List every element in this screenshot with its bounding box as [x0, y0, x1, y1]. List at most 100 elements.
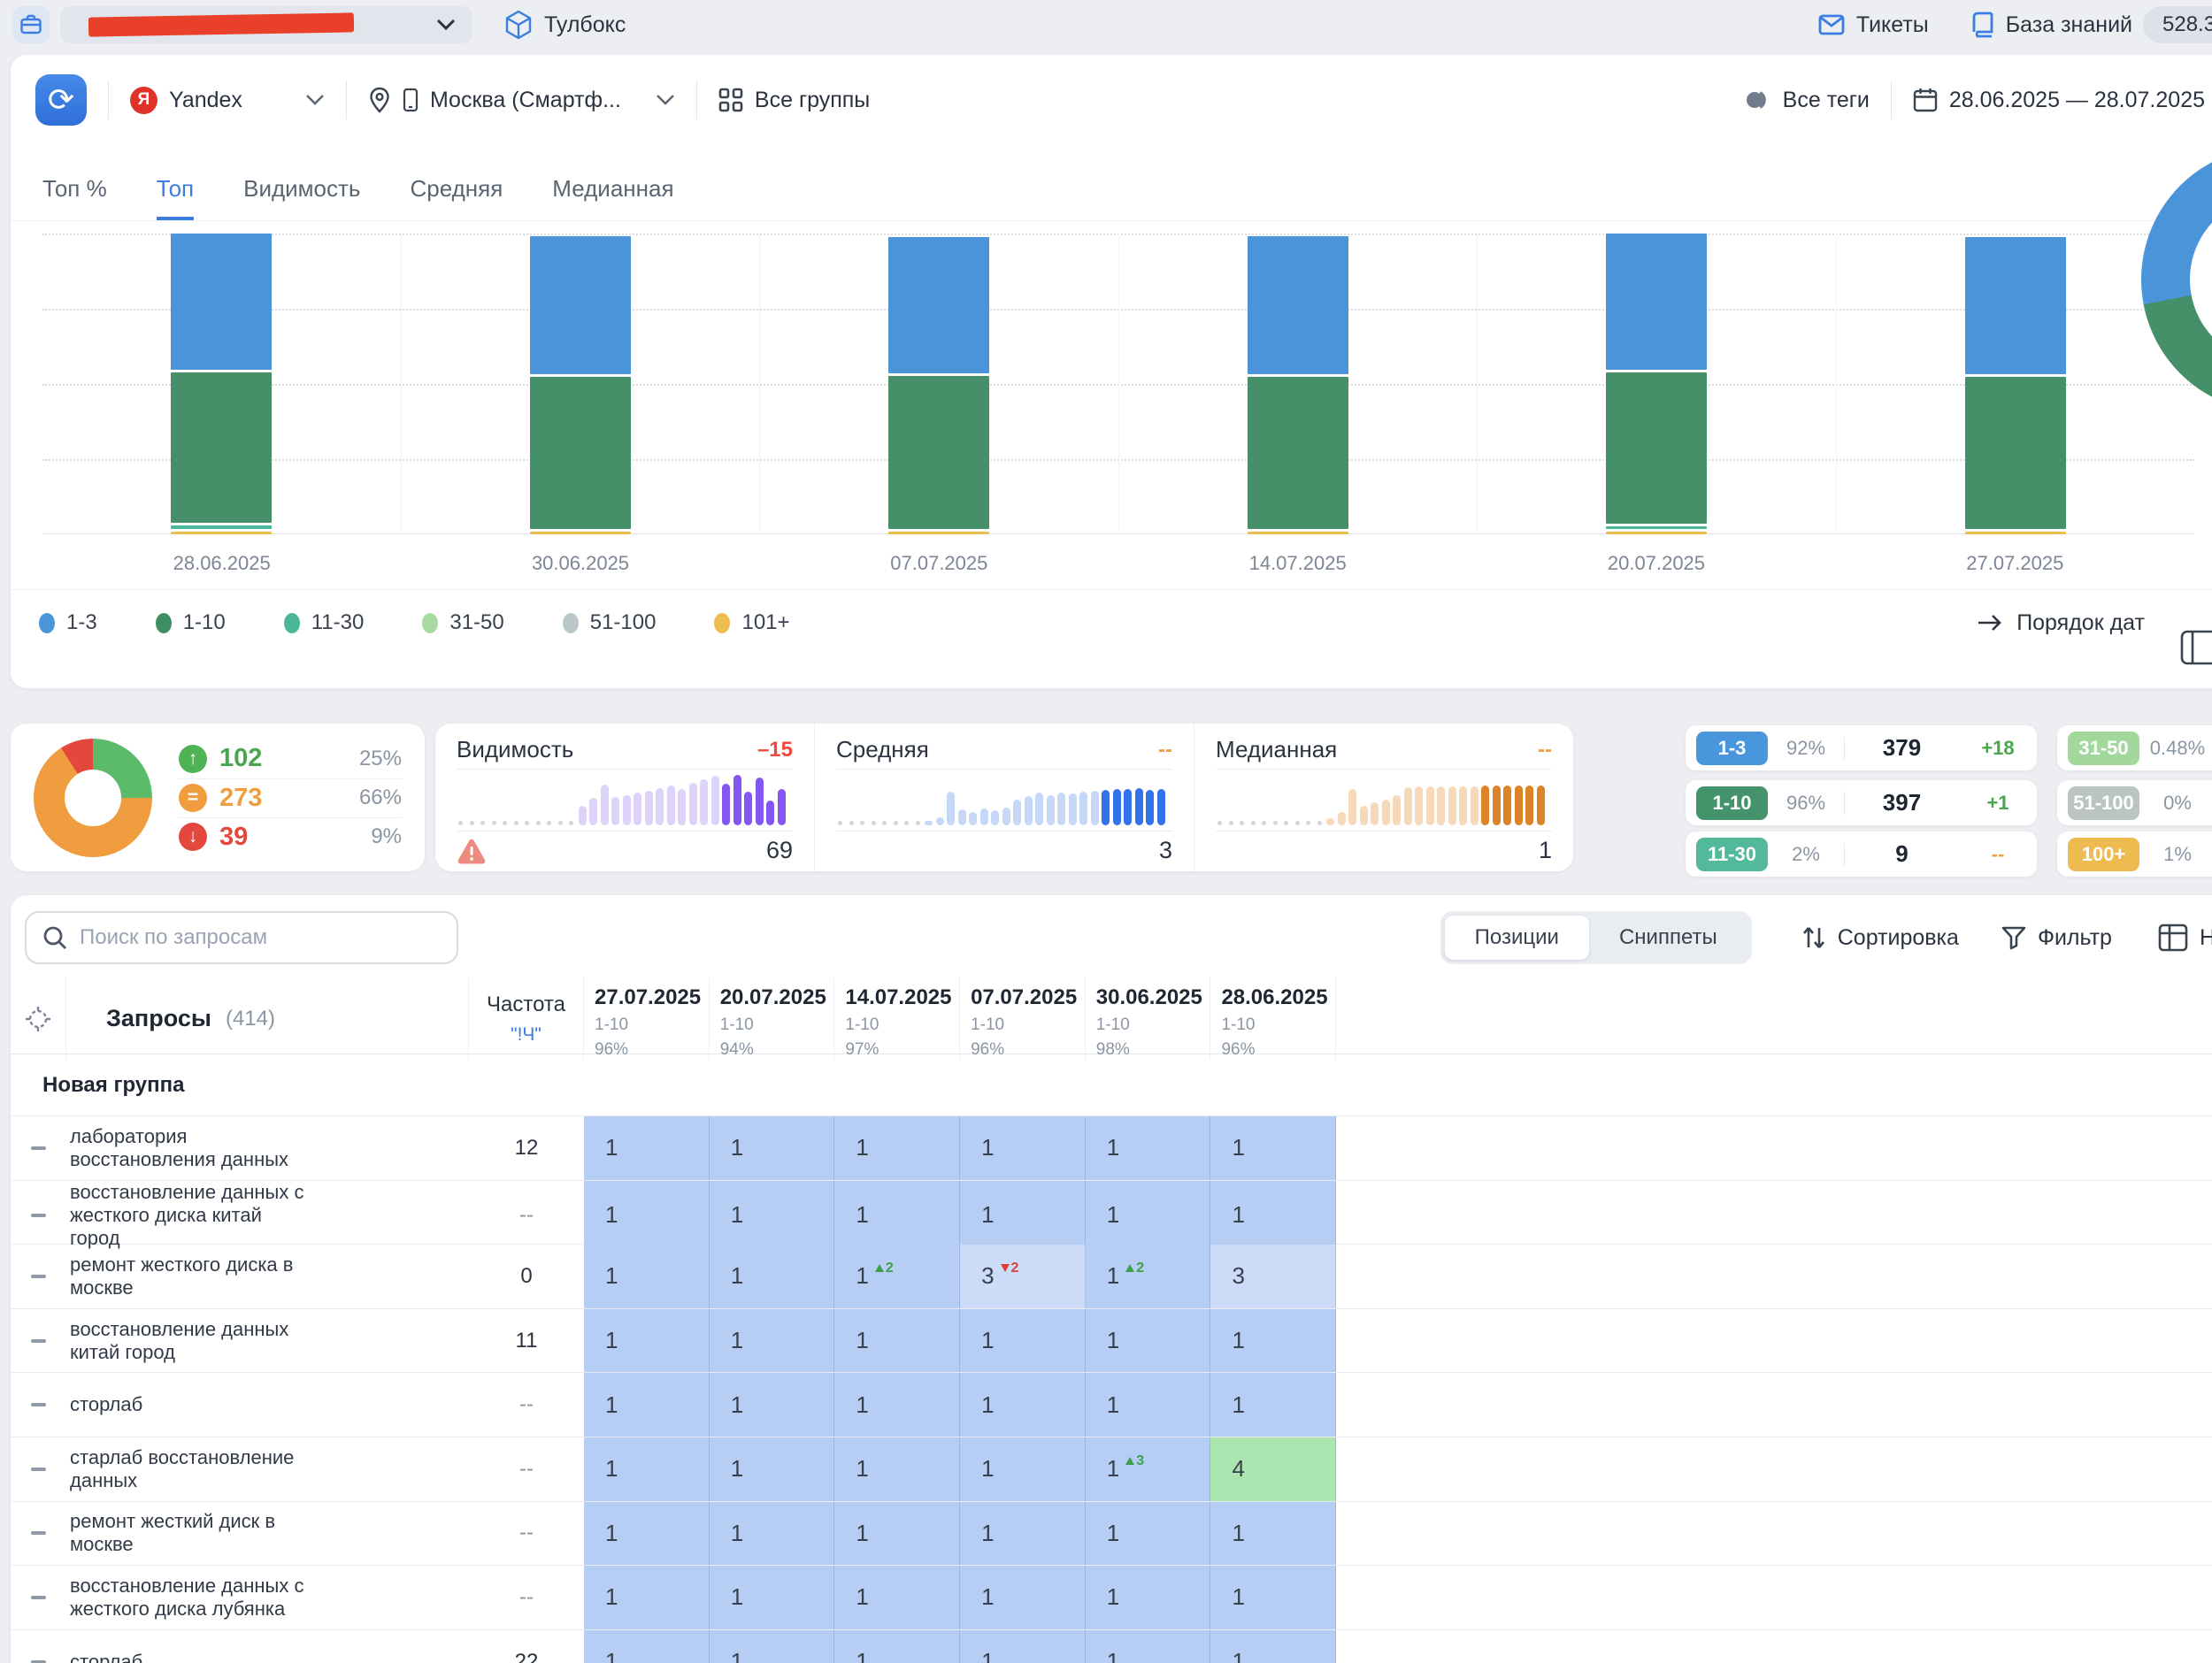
query-name[interactable]: сторлаб: [70, 1393, 143, 1416]
search-input[interactable]: [80, 925, 441, 950]
position-cell[interactable]: 1: [960, 1308, 1086, 1373]
position-cell[interactable]: 1: [1210, 1116, 1337, 1180]
drag-handle[interactable]: [31, 1467, 46, 1471]
position-cell[interactable]: 4: [1210, 1437, 1337, 1501]
date-order-button[interactable]: Порядок дат: [1977, 610, 2145, 636]
date-column-header[interactable]: 20.07.2025 1-10 94%: [710, 977, 835, 1060]
date-column-header[interactable]: 28.06.2025 1-10 96%: [1210, 977, 1337, 1060]
view-tab-Сниппеты[interactable]: Сниппеты: [1618, 925, 1717, 949]
top-range-chip-11-30[interactable]: 11-30 2% 9 --: [1686, 832, 2037, 877]
chart-bar-group[interactable]: [1118, 234, 1478, 534]
position-cell[interactable]: 1: [834, 1629, 961, 1663]
position-cell[interactable]: 1: [709, 1180, 835, 1250]
metric-average[interactable]: Средняя -- 3: [814, 724, 1194, 871]
top-range-chip-51-100[interactable]: 51-100 0%: [2057, 780, 2212, 825]
position-cell[interactable]: 1: [709, 1373, 835, 1437]
refresh-button[interactable]: ⟳: [35, 74, 87, 126]
position-cell[interactable]: 1: [1210, 1629, 1337, 1663]
search-box[interactable]: [25, 911, 458, 964]
position-cell[interactable]: 1: [1085, 1566, 1211, 1629]
region-select[interactable]: Москва (Смартф...: [368, 87, 675, 113]
legend-1-3[interactable]: 1-3: [39, 610, 97, 635]
query-name[interactable]: сторлаб: [70, 1650, 143, 1663]
queries-header[interactable]: Запросы: [106, 1005, 211, 1031]
position-cell[interactable]: 1: [1210, 1308, 1337, 1373]
legend-31-50[interactable]: 31-50: [422, 610, 504, 635]
group-header-row[interactable]: Новая группа: [11, 1054, 2212, 1116]
position-cell[interactable]: 1: [584, 1180, 710, 1250]
position-cell[interactable]: 1: [1085, 1501, 1211, 1566]
tab-4[interactable]: Средняя: [410, 175, 503, 202]
drag-handle[interactable]: [31, 1595, 46, 1599]
toolbox-button[interactable]: Тулбокс: [504, 10, 626, 40]
legend-11-30[interactable]: 11-30: [283, 610, 364, 635]
chart-bar-group[interactable]: [1835, 234, 2195, 534]
drag-handle[interactable]: [31, 1146, 46, 1150]
position-cell[interactable]: 1: [834, 1116, 961, 1180]
expand-icon[interactable]: [2180, 630, 2212, 665]
drag-handle[interactable]: [31, 1403, 46, 1407]
position-cell[interactable]: 1: [1210, 1501, 1337, 1566]
chart-bar-group[interactable]: [42, 234, 401, 534]
position-cell[interactable]: 1: [960, 1501, 1086, 1566]
position-cell[interactable]: 1: [960, 1566, 1086, 1629]
position-cell[interactable]: 3: [1210, 1245, 1337, 1308]
query-name[interactable]: старлаб восстановление данных: [70, 1445, 295, 1491]
query-name[interactable]: ремонт жесткий диск в москве: [70, 1510, 276, 1556]
tab-1[interactable]: Топ %: [42, 175, 107, 202]
position-cell[interactable]: 1: [584, 1629, 710, 1663]
position-cell[interactable]: 1: [584, 1308, 710, 1373]
project-select[interactable]: [60, 6, 472, 43]
columns-settings-button[interactable]: Н: [2158, 923, 2212, 952]
tags-select[interactable]: Все теги: [1745, 88, 1870, 113]
position-cell[interactable]: 1: [584, 1373, 710, 1437]
tab-3[interactable]: Видимость: [243, 175, 361, 202]
position-cell[interactable]: 1: [834, 1501, 961, 1566]
drag-handle[interactable]: [31, 1659, 46, 1663]
date-column-header[interactable]: 30.06.2025 1-10 98%: [1086, 977, 1211, 1060]
position-cell[interactable]: 1: [709, 1629, 835, 1663]
query-name[interactable]: ремонт жесткого диска в москве: [70, 1253, 294, 1299]
position-cell[interactable]: 1: [1210, 1566, 1337, 1629]
position-cell[interactable]: 1: [584, 1501, 710, 1566]
position-cell[interactable]: 1: [584, 1245, 710, 1308]
dynamics-summary-card[interactable]: ↑ 102 25% = 273 66% ↓ 39 9%: [11, 724, 425, 871]
top-range-chip-100+[interactable]: 100+ 1%: [2057, 832, 2212, 877]
position-cell[interactable]: 1: [960, 1373, 1086, 1437]
position-cell[interactable]: 1: [709, 1245, 835, 1308]
position-cell[interactable]: 1: [834, 1437, 961, 1501]
position-cell[interactable]: 1: [709, 1501, 835, 1566]
tab-2[interactable]: Топ: [156, 175, 195, 220]
frequency-header[interactable]: Частота "!Ч": [469, 977, 584, 1060]
position-cell[interactable]: 1: [1085, 1373, 1211, 1437]
query-name[interactable]: восстановление данных с жесткого диска л…: [70, 1574, 304, 1620]
legend-1-10[interactable]: 1-10: [155, 610, 226, 635]
drag-handle[interactable]: [31, 1213, 46, 1217]
top-range-chip-1-10[interactable]: 1-10 96% 397 +1: [1686, 780, 2037, 825]
filter-button[interactable]: Фильтр: [2001, 925, 2112, 951]
date-column-header[interactable]: 07.07.2025 1-10 96%: [960, 977, 1086, 1060]
balance-pill[interactable]: 528.35: [2143, 6, 2212, 43]
date-column-header[interactable]: 14.07.2025 1-10 97%: [834, 977, 961, 1060]
position-cell[interactable]: 1: [960, 1116, 1086, 1180]
projects-button[interactable]: [12, 6, 50, 43]
tickets-button[interactable]: Тикеты: [1818, 12, 1929, 38]
top-range-chip-31-50[interactable]: 31-50 0.48%: [2057, 725, 2212, 770]
position-cell[interactable]: 1: [960, 1437, 1086, 1501]
query-name[interactable]: лаборатория восстановления данных: [70, 1124, 289, 1170]
warning-icon[interactable]: [457, 838, 487, 864]
position-cell[interactable]: 1: [960, 1180, 1086, 1250]
sort-button[interactable]: Сортировка: [1801, 924, 1959, 951]
position-cell[interactable]: 1: [709, 1308, 835, 1373]
position-cell[interactable]: 1: [1210, 1180, 1337, 1250]
position-cell[interactable]: 1: [709, 1566, 835, 1629]
position-cell[interactable]: 1: [1085, 1180, 1211, 1250]
drag-handle[interactable]: [31, 1274, 46, 1278]
groups-select[interactable]: Все группы: [718, 88, 870, 113]
metric-median[interactable]: Медианная -- 1: [1194, 724, 1573, 871]
date-range-select[interactable]: 28.06.2025 — 28.07.2025: [1913, 87, 2205, 113]
query-name[interactable]: восстановление данных китай город: [70, 1317, 289, 1363]
